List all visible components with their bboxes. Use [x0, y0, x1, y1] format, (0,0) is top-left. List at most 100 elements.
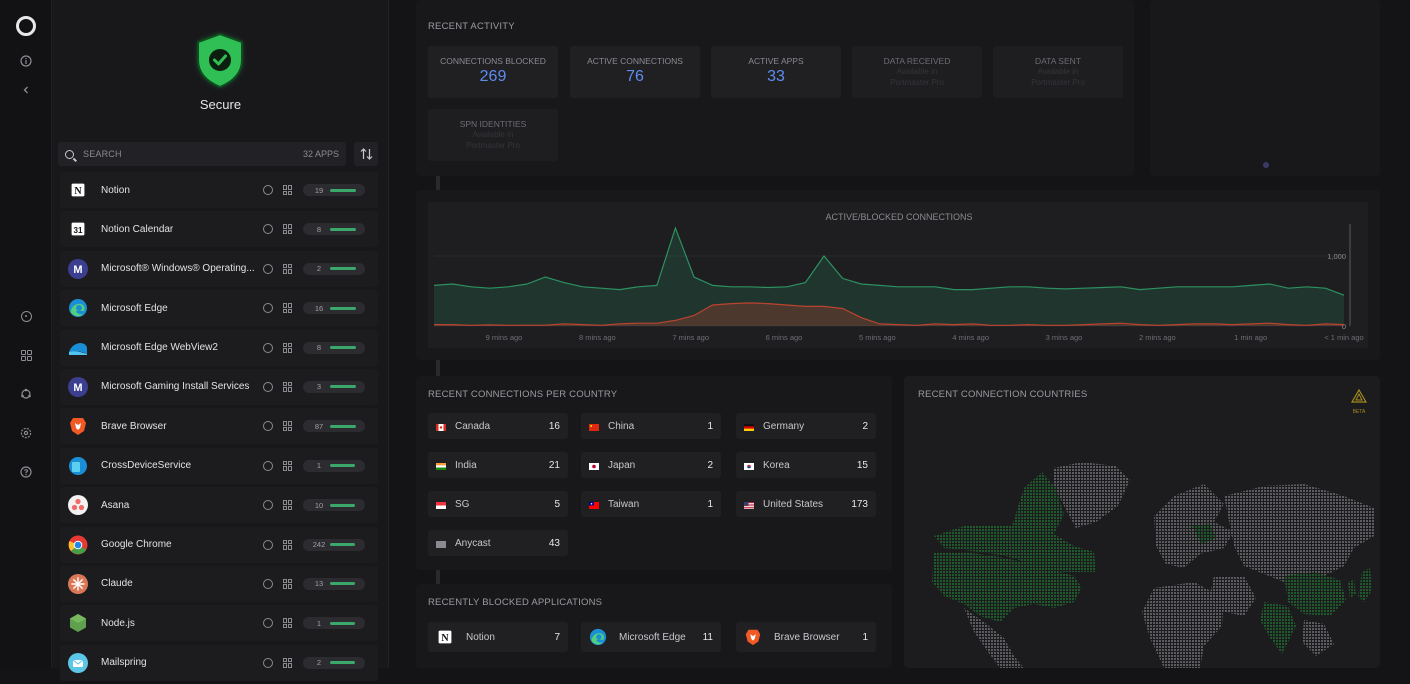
- collapse-chevron-icon[interactable]: [16, 80, 36, 100]
- app-status-icon[interactable]: [263, 460, 273, 471]
- app-row[interactable]: Microsoft Edge 16: [60, 290, 378, 327]
- app-settings-icon[interactable]: [283, 460, 293, 471]
- search-input[interactable]: SEARCH: [83, 149, 122, 159]
- app-row[interactable]: M Microsoft® Windows® Operating... 2: [60, 250, 378, 287]
- app-row[interactable]: M Microsoft Gaming Install Services 3: [60, 368, 378, 405]
- country-count: 173: [851, 498, 868, 510]
- connection-count: 8: [316, 343, 322, 353]
- connection-count: 87: [314, 421, 324, 431]
- app-settings-icon[interactable]: [283, 224, 293, 235]
- app-name: Microsoft Edge WebView2: [101, 342, 218, 354]
- app-settings-icon[interactable]: [283, 303, 293, 314]
- stat-active-connections: ACTIVE CONNECTIONS 76: [570, 46, 700, 98]
- svg-text:N: N: [441, 633, 449, 644]
- app-name: CrossDeviceService: [101, 460, 192, 472]
- connection-bar: [330, 464, 355, 468]
- app-status-icon[interactable]: [263, 421, 273, 432]
- connection-bar: [330, 188, 356, 192]
- country-name: Canada: [455, 420, 491, 432]
- app-row[interactable]: Node.js 1: [60, 605, 378, 642]
- app-row[interactable]: CrossDeviceService 1: [60, 447, 378, 484]
- anycast-flag-icon: [436, 540, 446, 548]
- app-status-icon[interactable]: [263, 263, 273, 274]
- app-settings-icon[interactable]: [283, 185, 293, 195]
- stat-label: CONNECTIONS BLOCKED: [440, 56, 546, 66]
- portmaster-logo-icon[interactable]: [16, 16, 36, 36]
- help-icon[interactable]: [16, 462, 36, 482]
- app-settings-icon[interactable]: [283, 421, 293, 432]
- sort-button[interactable]: [354, 142, 378, 166]
- blocked-app-item[interactable]: Microsoft Edge 11: [581, 622, 721, 652]
- app-status-icon[interactable]: [263, 342, 273, 353]
- app-row[interactable]: Claude 13: [60, 565, 378, 602]
- app-status-icon[interactable]: [263, 303, 273, 314]
- country-item[interactable]: Canada 16: [428, 413, 568, 439]
- connection-count-pill: 87: [303, 420, 365, 433]
- settings-gear-icon[interactable]: [16, 423, 36, 443]
- secure-shield-icon: [192, 30, 248, 90]
- apps-grid-icon[interactable]: [16, 345, 36, 365]
- app-row[interactable]: Asana 10: [60, 487, 378, 524]
- app-status-icon[interactable]: [263, 539, 273, 550]
- chart-x-tick-label: 6 mins ago: [766, 333, 803, 342]
- country-item[interactable]: Japan 2: [581, 452, 721, 478]
- map-title: RECENT CONNECTION COUNTRIES: [918, 389, 1088, 400]
- app-search-box[interactable]: SEARCH 32 APPS: [58, 142, 346, 166]
- country-item[interactable]: SG 5: [428, 491, 568, 517]
- app-row[interactable]: Microsoft Edge WebView2 8: [60, 329, 378, 366]
- countries-card: RECENT CONNECTIONS PER COUNTRY Canada 16…: [416, 376, 892, 570]
- app-settings-icon[interactable]: [283, 618, 293, 629]
- app-row[interactable]: Google Chrome 242: [60, 526, 378, 563]
- app-row[interactable]: Brave Browser 87: [60, 408, 378, 445]
- usa-flag-icon: [744, 501, 754, 509]
- blocked-app-item[interactable]: N Notion 7: [428, 622, 568, 652]
- chart-title: ACTIVE/BLOCKED CONNECTIONS: [825, 212, 972, 222]
- monitor-icon[interactable]: [16, 306, 36, 326]
- country-item[interactable]: Korea 15: [736, 452, 876, 478]
- blocked-apps-card: RECENTLY BLOCKED APPLICATIONS N Notion 7…: [416, 584, 892, 668]
- country-item[interactable]: Taiwan 1: [581, 491, 721, 517]
- app-status-icon[interactable]: [263, 381, 273, 392]
- app-name: Notion Calendar: [101, 223, 174, 235]
- pro-note: Portmaster Pro: [1031, 78, 1085, 87]
- connection-count-pill: 8: [303, 341, 365, 354]
- blocked-app-name: Brave Browser: [774, 631, 840, 643]
- chrome-icon: [68, 535, 88, 555]
- app-settings-icon[interactable]: [283, 657, 293, 668]
- edge-icon: [589, 628, 607, 646]
- connection-count-pill: 3: [303, 380, 365, 393]
- connection-count-pill: 16: [303, 302, 365, 315]
- app-status-icon[interactable]: [263, 657, 273, 668]
- app-row[interactable]: N Notion 19: [60, 172, 378, 208]
- connection-count: 242: [312, 540, 326, 550]
- country-item[interactable]: India 21: [428, 452, 568, 478]
- country-count: 16: [548, 420, 560, 432]
- app-status-icon[interactable]: [263, 578, 273, 589]
- network-icon[interactable]: [16, 384, 36, 404]
- stat-label: DATA SENT: [1035, 56, 1081, 66]
- app-settings-icon[interactable]: [283, 381, 293, 392]
- active-blocked-connections-chart: ACTIVE/BLOCKED CONNECTIONS 1,000 0 9 mins a…: [428, 202, 1368, 348]
- app-settings-icon[interactable]: [283, 578, 293, 589]
- app-row[interactable]: 31 Notion Calendar 8: [60, 211, 378, 248]
- info-icon[interactable]: [16, 51, 36, 71]
- country-item[interactable]: Germany 2: [736, 413, 876, 439]
- connection-bar: [330, 306, 356, 310]
- connection-bar: [330, 424, 356, 428]
- app-row[interactable]: Mailspring 2: [60, 644, 378, 681]
- country-item[interactable]: United States 173: [736, 491, 876, 517]
- country-name: India: [455, 459, 477, 471]
- nodejs-icon: [68, 613, 88, 633]
- app-status-icon[interactable]: [263, 224, 273, 235]
- notion-icon: N: [436, 628, 454, 646]
- country-item[interactable]: China 1: [581, 413, 721, 439]
- app-status-icon[interactable]: [263, 500, 273, 511]
- app-status-icon[interactable]: [263, 618, 273, 629]
- blocked-app-item[interactable]: Brave Browser 1: [736, 622, 876, 652]
- app-settings-icon[interactable]: [283, 342, 293, 353]
- app-status-icon[interactable]: [263, 185, 273, 195]
- app-settings-icon[interactable]: [283, 539, 293, 550]
- country-item[interactable]: Anycast 43: [428, 530, 568, 556]
- app-settings-icon[interactable]: [283, 500, 293, 511]
- app-settings-icon[interactable]: [283, 263, 293, 274]
